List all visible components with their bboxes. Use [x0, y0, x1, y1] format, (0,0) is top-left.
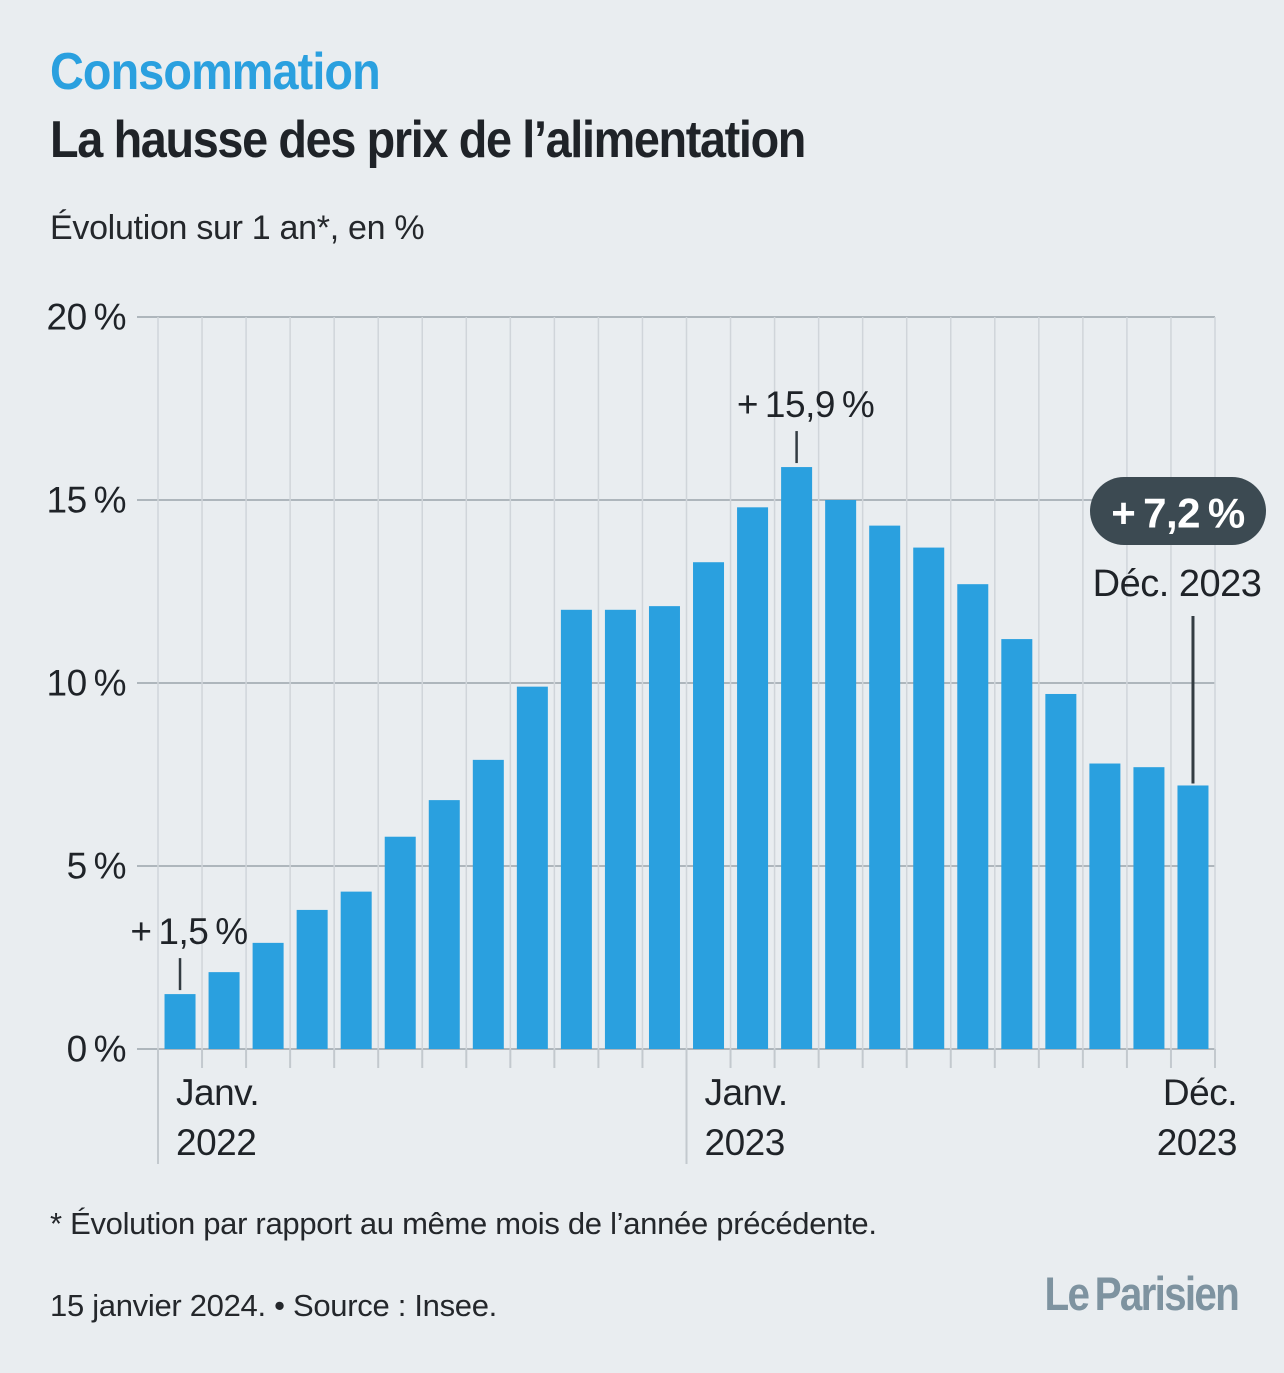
- bar: [737, 507, 769, 1049]
- bar-chart: 0 % 5 % 10 % 15 % 20 % Janv. 2022 Janv. 2023 Déc.…: [0, 280, 1284, 1180]
- y-axis-label: 0 %: [67, 1029, 126, 1070]
- bar: [1001, 639, 1033, 1049]
- x-axis-label: Janv.: [176, 1072, 259, 1113]
- kicker: Consommation: [50, 43, 381, 101]
- footnote: * Évolution par rapport au même mois de …: [50, 1206, 877, 1241]
- y-axis-label: 10 %: [47, 663, 126, 704]
- bar: [472, 759, 504, 1049]
- source-dateline: 15 janvier 2024. • Source : Insee.: [50, 1288, 497, 1323]
- bar: [648, 606, 680, 1049]
- bar: [428, 800, 460, 1049]
- x-axis-label: 2023: [705, 1122, 785, 1163]
- badge-sublabel: Déc. 2023: [1093, 563, 1262, 605]
- page-title: La hausse des prix de l’alimentation: [50, 111, 806, 169]
- value-badge: [1090, 477, 1266, 545]
- x-axis-label: Janv.: [705, 1072, 788, 1113]
- bar: [693, 562, 725, 1049]
- y-axis-label: 5 %: [67, 846, 126, 887]
- x-axis-label: 2023: [1157, 1122, 1237, 1163]
- bar: [825, 500, 857, 1049]
- bar: [781, 467, 813, 1049]
- bar: [957, 584, 989, 1049]
- le-parisien-logo: Le Parisien: [1044, 1267, 1239, 1320]
- bar: [604, 609, 636, 1049]
- bar: [1045, 693, 1077, 1049]
- chart-canvas: 0 % 5 % 10 % 15 % 20 % Janv. 2022 Janv. 2023 Déc.…: [47, 297, 1266, 1164]
- chart-subtitle: Évolution sur 1 an*, en %: [50, 209, 425, 247]
- bar: [560, 609, 592, 1049]
- x-axis-label: 2022: [176, 1122, 256, 1163]
- bar: [384, 836, 416, 1049]
- value-annotation: + 15,9 %: [737, 384, 874, 425]
- bar: [1133, 767, 1165, 1049]
- bar: [1089, 763, 1121, 1049]
- value-annotation: + 1,5 %: [130, 911, 247, 952]
- bar: [252, 942, 284, 1049]
- x-axis-label: Déc.: [1163, 1072, 1237, 1113]
- bar: [1177, 785, 1209, 1049]
- bar: [340, 891, 372, 1049]
- bar: [869, 525, 901, 1049]
- bar: [913, 547, 945, 1049]
- bar: [164, 994, 196, 1049]
- bar: [516, 686, 548, 1049]
- y-axis-label: 15 %: [47, 480, 126, 521]
- bar: [208, 972, 240, 1049]
- y-axis-label: 20 %: [47, 297, 126, 338]
- bar: [296, 909, 328, 1049]
- badge-label: + 7,2 %: [1111, 490, 1245, 537]
